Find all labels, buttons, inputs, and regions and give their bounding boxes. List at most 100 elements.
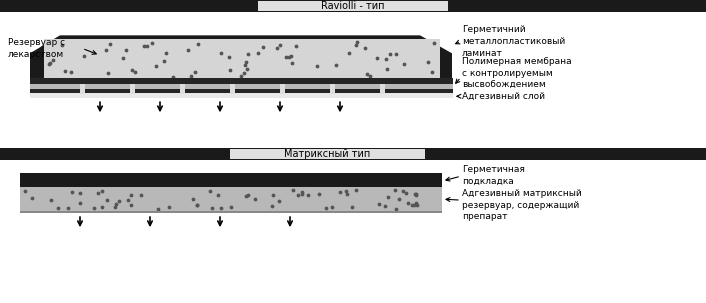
Bar: [130, 84, 135, 94]
Point: [252, 50, 263, 55]
Point: [384, 51, 395, 56]
Point: [130, 69, 141, 74]
Point: [402, 201, 414, 205]
Point: [102, 70, 114, 75]
Point: [120, 48, 131, 53]
Bar: [30, 84, 453, 89]
Point: [398, 61, 409, 66]
Point: [146, 40, 157, 45]
Point: [104, 42, 116, 46]
Point: [213, 193, 224, 198]
Point: [122, 198, 133, 203]
Point: [240, 59, 251, 64]
Text: Матриксный тип: Матриксный тип: [284, 149, 370, 159]
Point: [125, 202, 136, 207]
Point: [240, 193, 251, 198]
Point: [361, 72, 372, 76]
Bar: [258, 2, 448, 12]
Point: [287, 188, 299, 193]
Point: [273, 198, 285, 203]
Point: [406, 203, 417, 208]
Point: [239, 62, 251, 67]
Point: [20, 189, 31, 194]
Point: [44, 62, 55, 66]
Text: Адгезивный слой: Адгезивный слой: [462, 92, 545, 101]
Point: [44, 60, 56, 65]
Bar: [20, 187, 442, 211]
Point: [350, 42, 361, 47]
Bar: [44, 39, 440, 79]
Point: [126, 193, 137, 198]
Point: [215, 51, 227, 56]
Point: [190, 70, 201, 75]
Point: [397, 189, 408, 194]
Point: [390, 206, 402, 211]
Bar: [20, 211, 442, 213]
Point: [410, 201, 421, 206]
Point: [383, 195, 394, 199]
Point: [92, 190, 104, 195]
Bar: [20, 173, 442, 187]
Point: [204, 188, 215, 193]
Point: [275, 42, 286, 47]
Point: [235, 74, 246, 78]
Point: [102, 198, 113, 202]
Point: [291, 43, 302, 48]
Point: [215, 206, 227, 211]
Point: [159, 59, 170, 64]
Point: [320, 205, 331, 210]
Point: [284, 54, 295, 59]
Point: [138, 43, 150, 48]
Text: Резервуар с
лекарством: Резервуар с лекарством: [8, 38, 65, 59]
Point: [311, 63, 322, 68]
Point: [271, 45, 282, 50]
Point: [296, 189, 307, 194]
Bar: [0, 148, 706, 160]
Point: [136, 193, 147, 198]
Point: [89, 205, 100, 210]
Text: Герметичний
металлопластиковый
ламинат: Герметичний металлопластиковый ламинат: [462, 25, 566, 58]
Point: [206, 205, 217, 210]
Point: [359, 46, 371, 51]
Point: [296, 191, 307, 196]
Point: [238, 70, 249, 75]
Point: [59, 68, 71, 73]
Point: [242, 52, 253, 57]
Point: [126, 68, 137, 73]
Point: [364, 74, 376, 78]
Text: Герметичная
подкладка: Герметичная подкладка: [462, 165, 525, 185]
Text: Raviolli - тип: Raviolli - тип: [321, 2, 385, 12]
Point: [96, 205, 107, 210]
Point: [192, 203, 203, 208]
Point: [183, 47, 194, 52]
Bar: [80, 84, 85, 94]
Bar: [30, 89, 453, 94]
Bar: [30, 93, 453, 98]
Bar: [30, 78, 453, 84]
Bar: [0, 0, 706, 12]
Point: [390, 52, 402, 57]
Point: [342, 192, 353, 197]
Point: [429, 41, 440, 46]
Point: [330, 62, 342, 67]
Point: [313, 191, 324, 196]
Point: [381, 66, 393, 71]
Point: [379, 204, 390, 209]
Point: [287, 60, 298, 65]
Point: [150, 64, 162, 69]
Point: [409, 203, 420, 208]
Point: [97, 188, 108, 193]
Point: [27, 196, 38, 201]
Point: [303, 193, 314, 198]
Point: [350, 188, 361, 193]
Point: [63, 205, 74, 210]
Point: [390, 188, 401, 192]
Point: [223, 54, 234, 59]
Point: [400, 191, 412, 196]
Point: [373, 202, 385, 207]
Point: [410, 192, 421, 197]
Point: [393, 197, 405, 202]
Point: [285, 53, 297, 58]
Text: Адгезивный матриксный
резервуар, содержащий
препарат: Адгезивный матриксный резервуар, содержа…: [462, 189, 582, 221]
Point: [426, 70, 437, 75]
